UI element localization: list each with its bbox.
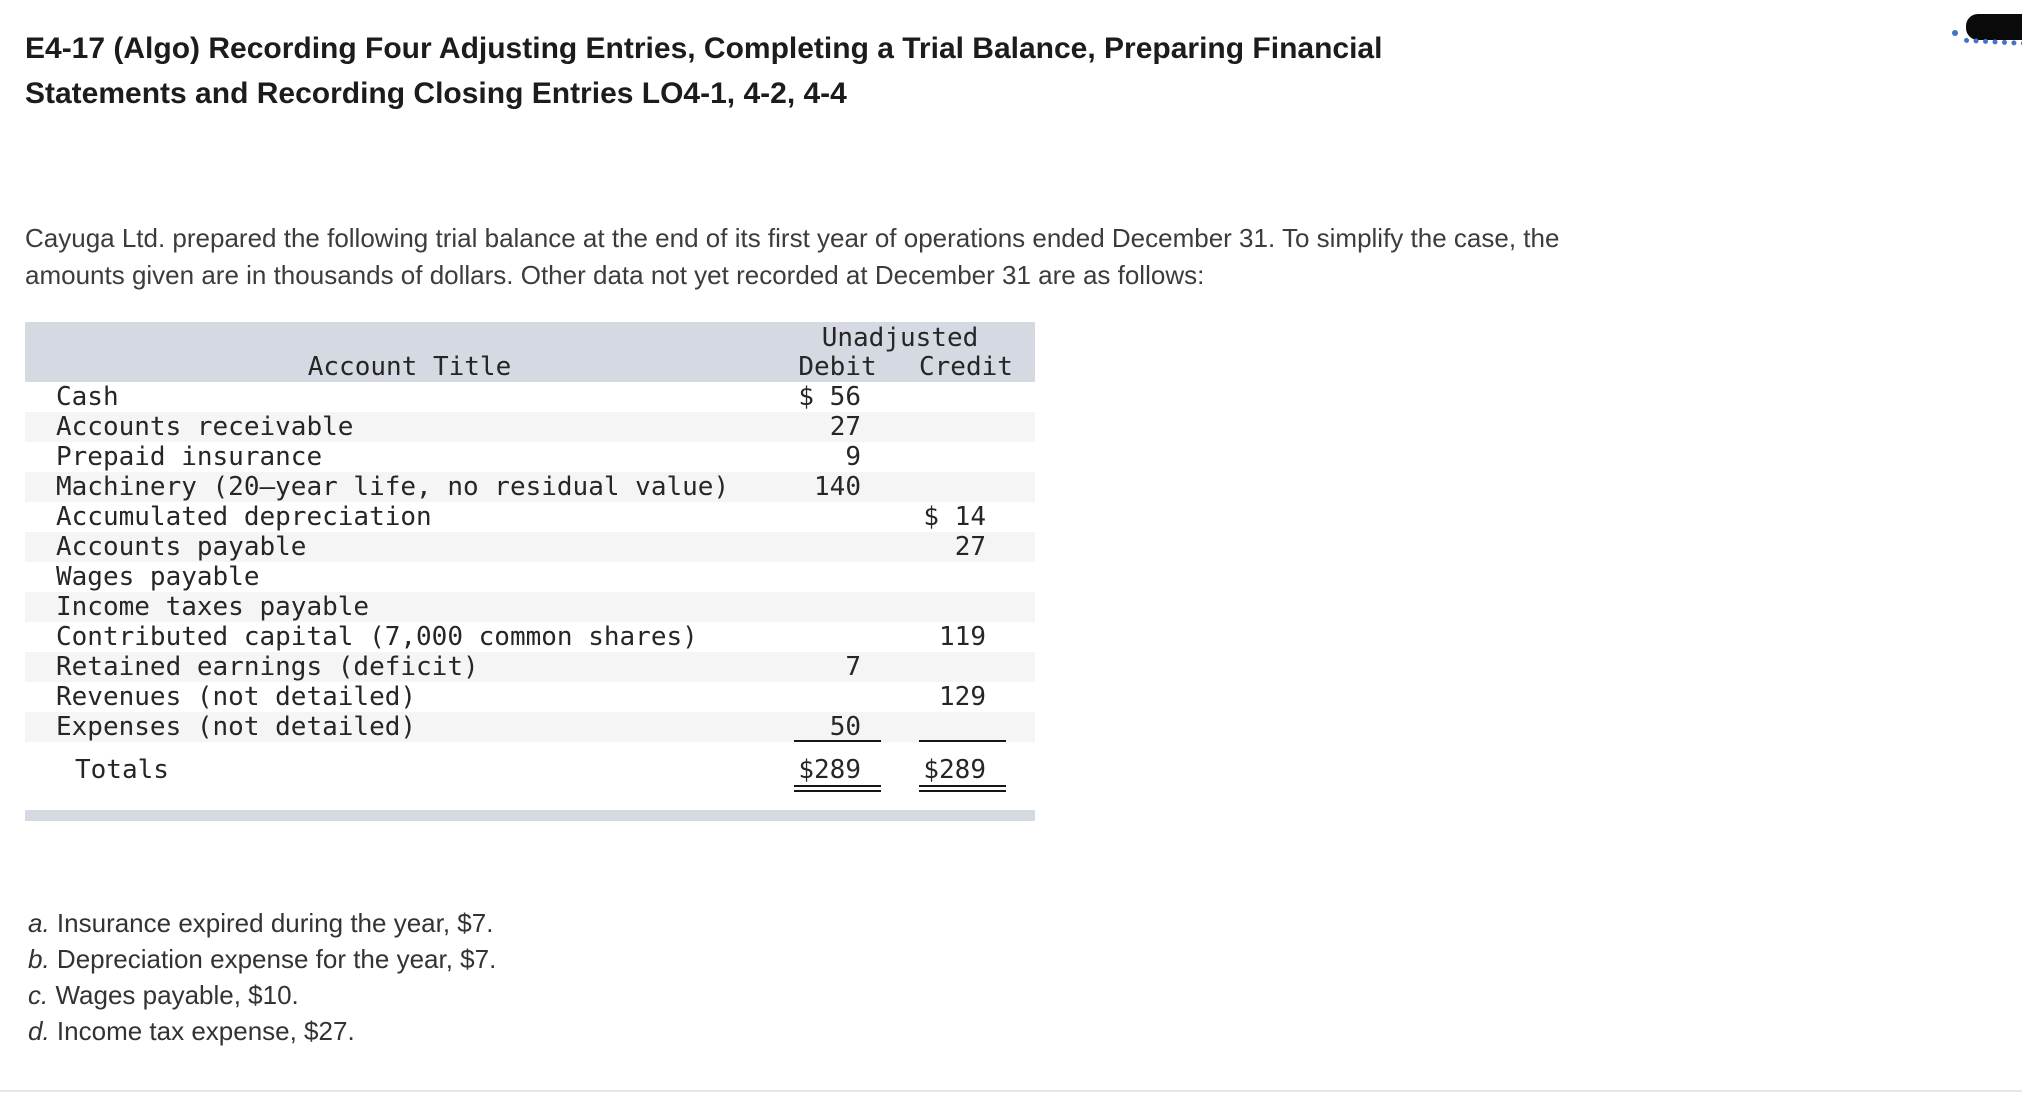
cell-debit: 50 — [794, 712, 881, 742]
cell-credit — [919, 712, 1006, 742]
cell-credit — [919, 592, 1006, 622]
cell-credit — [919, 382, 1006, 412]
cell-debit: 9 — [845, 442, 861, 472]
header-credit: Credit — [919, 352, 1013, 382]
cell-debit — [794, 682, 881, 712]
cell-credit — [919, 442, 1006, 472]
corner-black-bar[interactable] — [1966, 14, 2022, 40]
table-row: Revenues (not detailed) 129 — [25, 682, 1035, 712]
cell-account: Accumulated depreciation — [56, 502, 432, 532]
cell-credit — [919, 652, 1006, 682]
note-letter: d. — [28, 1016, 50, 1046]
cell-credit — [919, 412, 1006, 442]
intro-line-1: Cayuga Ltd. prepared the following trial… — [25, 223, 1560, 253]
table-row: Accounts payable 27 — [25, 532, 1035, 562]
table-row: Wages payable — [25, 562, 1035, 592]
cell-account: Retained earnings (deficit) — [56, 652, 479, 682]
cell-account: Cash — [56, 382, 119, 412]
cell-credit — [919, 472, 1006, 502]
intro-line-2: amounts given are in thousands of dollar… — [25, 260, 1205, 290]
note-text: Insurance expired during the year, $7. — [56, 908, 494, 938]
cell-debit — [794, 562, 881, 592]
table-row: Machinery (20–year life, no residual val… — [25, 472, 1035, 502]
header-columns-row: Account Title Debit Credit — [25, 353, 1035, 382]
cell-debit — [794, 622, 881, 652]
adjustment-notes: a. Insurance expired during the year, $7… — [28, 905, 2022, 1049]
cell-account: Wages payable — [56, 562, 260, 592]
cell-account: Prepaid insurance — [56, 442, 323, 472]
cell-credit: $ 14 — [923, 502, 986, 532]
note-text: Income tax expense, $27. — [56, 1016, 355, 1046]
note-item: b. Depreciation expense for the year, $7… — [28, 941, 2022, 977]
cell-credit: 27 — [954, 532, 986, 562]
note-item: a. Insurance expired during the year, $7… — [28, 905, 2022, 941]
intro-paragraph: Cayuga Ltd. prepared the following trial… — [25, 220, 2022, 294]
header-group-row: Unadjusted — [25, 324, 1035, 353]
cell-credit — [919, 562, 1006, 592]
note-item: c. Wages payable, $10. — [28, 977, 2022, 1013]
cell-credit: 129 — [939, 682, 986, 712]
note-item: d. Income tax expense, $27. — [28, 1013, 2022, 1049]
cell-account: Accounts payable — [56, 532, 307, 562]
header-account-title: Account Title — [307, 352, 512, 382]
table-row: Income taxes payable — [25, 592, 1035, 622]
table-row: Retained earnings (deficit) 7 — [25, 652, 1035, 682]
note-letter: c. — [28, 980, 49, 1010]
cell-debit — [794, 532, 881, 562]
table-row: Contributed capital (7,000 common shares… — [25, 622, 1035, 652]
trial-balance-table: Unadjusted Account Title Debit Credit Ca… — [25, 322, 1035, 821]
cell-account: Revenues (not detailed) — [56, 682, 417, 712]
header-unadjusted: Unadjusted — [821, 323, 979, 353]
focused-corner-widget — [1932, 14, 2022, 76]
cell-debit — [794, 592, 881, 622]
note-text: Wages payable, $10. — [55, 980, 299, 1010]
cell-account: Income taxes payable — [56, 592, 370, 622]
bottom-divider — [0, 1090, 2022, 1092]
note-letter: a. — [28, 908, 50, 938]
cell-account: Machinery (20–year life, no residual val… — [56, 472, 730, 502]
problem-content: E4-17 (Algo) Recording Four Adjusting En… — [0, 26, 2022, 1049]
cell-account: Contributed capital (7,000 common shares… — [56, 622, 698, 652]
totals-credit: $289 — [919, 742, 1006, 792]
cell-debit: 27 — [829, 412, 861, 442]
note-letter: b. — [28, 944, 50, 974]
cell-debit — [794, 502, 881, 532]
trial-balance-header: Unadjusted Account Title Debit Credit — [25, 322, 1035, 382]
cell-account: Accounts receivable — [56, 412, 354, 442]
page-title: E4-17 (Algo) Recording Four Adjusting En… — [25, 26, 2022, 116]
cell-debit: $ 56 — [798, 382, 861, 412]
header-debit: Debit — [798, 352, 877, 382]
cell-debit: 7 — [845, 652, 861, 682]
page-title-line-1: E4-17 (Algo) Recording Four Adjusting En… — [25, 32, 1383, 65]
table-row: Accumulated depreciation $ 14 — [25, 502, 1035, 532]
cell-account: Expenses (not detailed) — [56, 712, 417, 742]
trial-balance-body: Cash $ 56 Accounts receivable 27 Prepaid ins… — [25, 382, 1035, 742]
table-row: Prepaid insurance 9 — [25, 442, 1035, 472]
table-footer-bar — [25, 810, 1035, 821]
cell-credit: 119 — [939, 622, 986, 652]
table-row: Expenses (not detailed) 50 — [25, 712, 1035, 742]
focus-ring-dot — [1952, 30, 1958, 36]
cell-debit: 140 — [814, 472, 861, 502]
totals-debit: $289 — [794, 742, 881, 792]
totals-label: Totals — [75, 755, 169, 785]
table-row: Accounts receivable 27 — [25, 412, 1035, 442]
table-row: Cash $ 56 — [25, 382, 1035, 412]
page-title-line-2: Statements and Recording Closing Entries… — [25, 77, 847, 110]
totals-row: Totals $289 $289 — [25, 742, 1035, 794]
note-text: Depreciation expense for the year, $7. — [56, 944, 497, 974]
